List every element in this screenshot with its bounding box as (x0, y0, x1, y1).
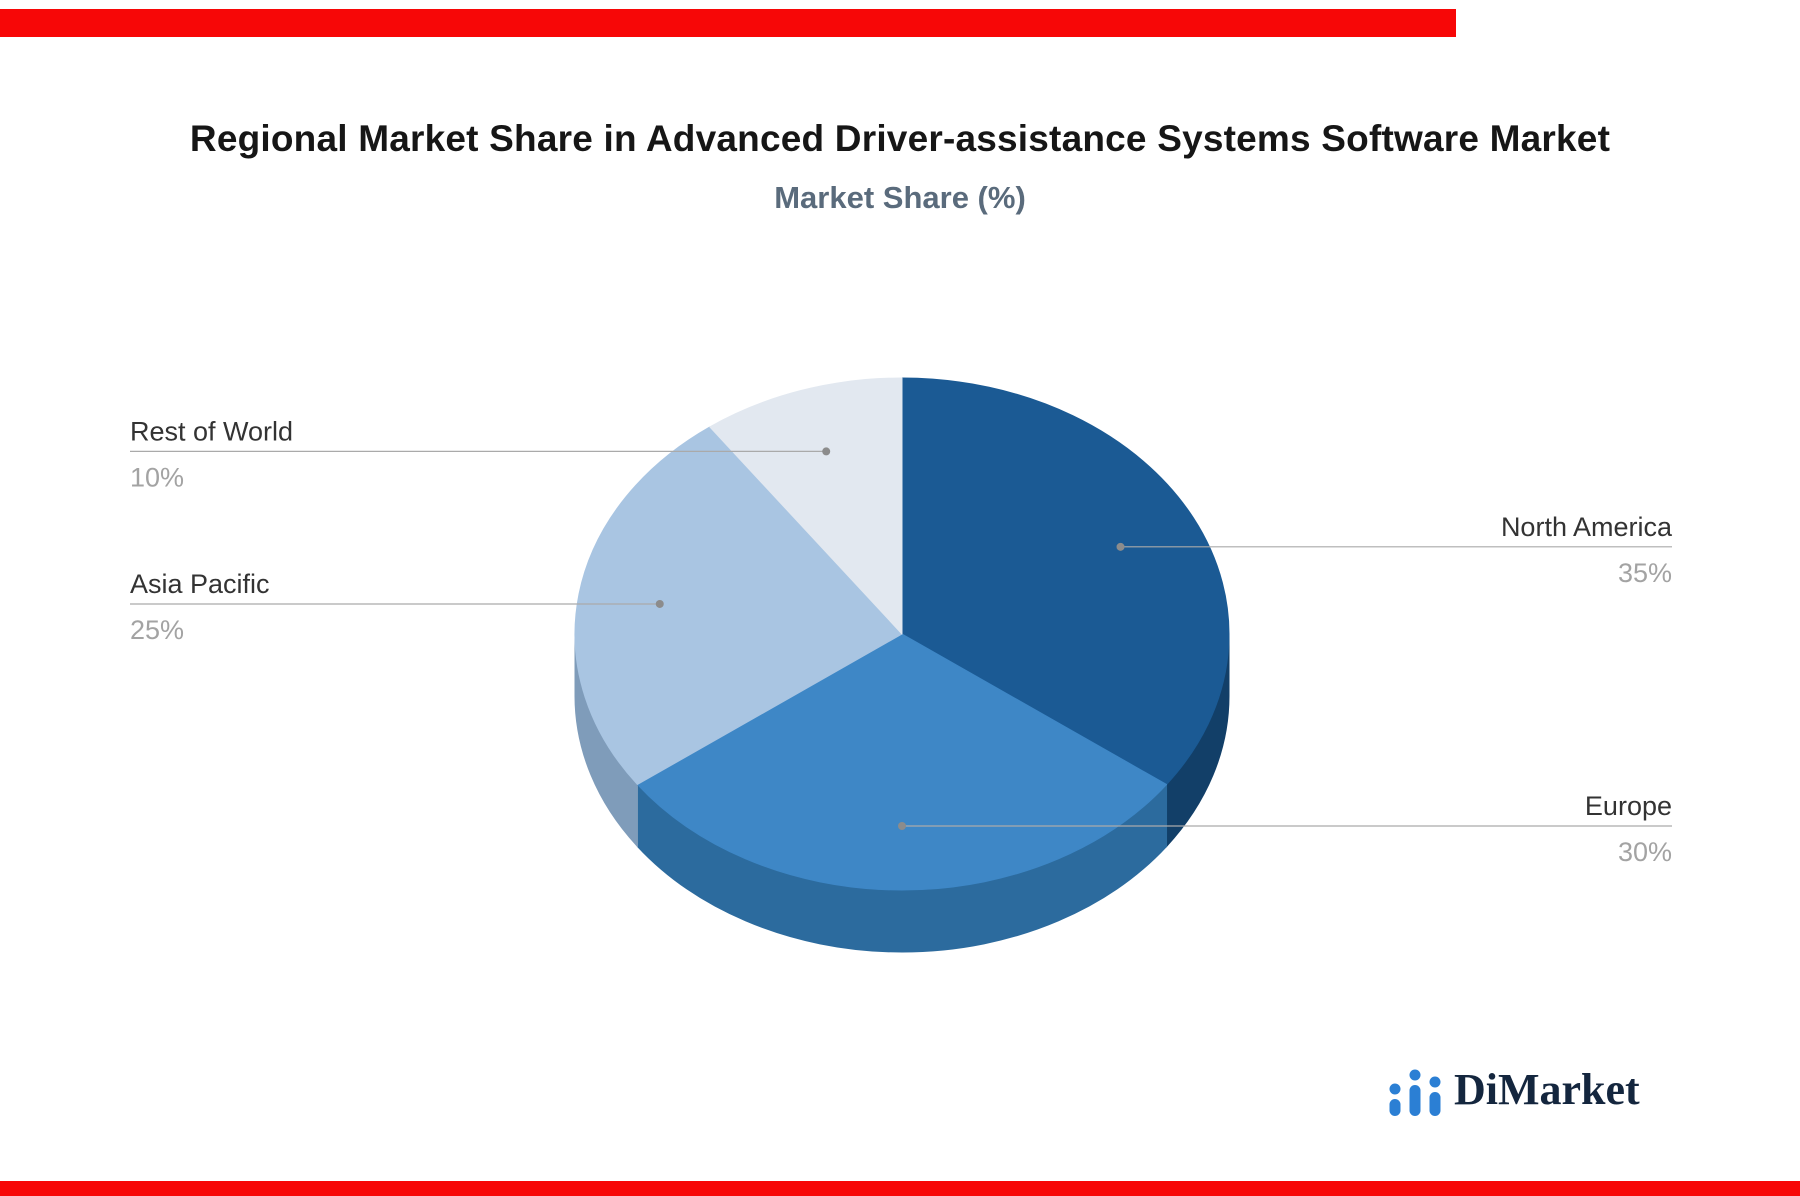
slice-value-asia-pacific: 25% (130, 615, 184, 645)
leader-lines-layer (130, 447, 1672, 830)
slice-value-rest-of-world: 10% (130, 462, 184, 492)
slice-labels-layer: North America 35% Europe 30% Asia Pacific 25%… (130, 416, 1673, 867)
label-dot-rest-of-world (822, 447, 831, 456)
bar-chart-icon (1389, 1069, 1441, 1116)
slice-label-rest-of-world: Rest of World (130, 416, 293, 446)
label-dot-north-america (1116, 542, 1125, 551)
slice-label-europe: Europe (1585, 791, 1672, 821)
slice-label-asia-pacific: Asia Pacific (130, 569, 270, 599)
dimarket-logo: DiMarket (1388, 1062, 1640, 1118)
chart-subtitle: Market Share (%) (774, 180, 1026, 215)
label-dot-europe (898, 822, 906, 830)
red-banner-top (0, 9, 1456, 37)
label-dot-asia-pacific (655, 599, 664, 608)
pie-slice-asia-pacific[interactable] (574, 426, 903, 785)
pie-slices-layer (574, 377, 1230, 891)
dimarket-logo-text: DiMarket (1454, 1065, 1640, 1114)
slice-value-north-america: 35% (1618, 558, 1672, 588)
slice-value-europe: 30% (1618, 837, 1672, 867)
chart-title: Regional Market Share in Advanced Driver… (189, 118, 1611, 159)
pie-slice-north-america[interactable] (901, 377, 1230, 785)
slice-label-north-america: North America (1501, 512, 1673, 542)
red-banner-bottom (0, 1181, 1800, 1196)
pie-slice-rest-of-world[interactable] (709, 377, 903, 635)
